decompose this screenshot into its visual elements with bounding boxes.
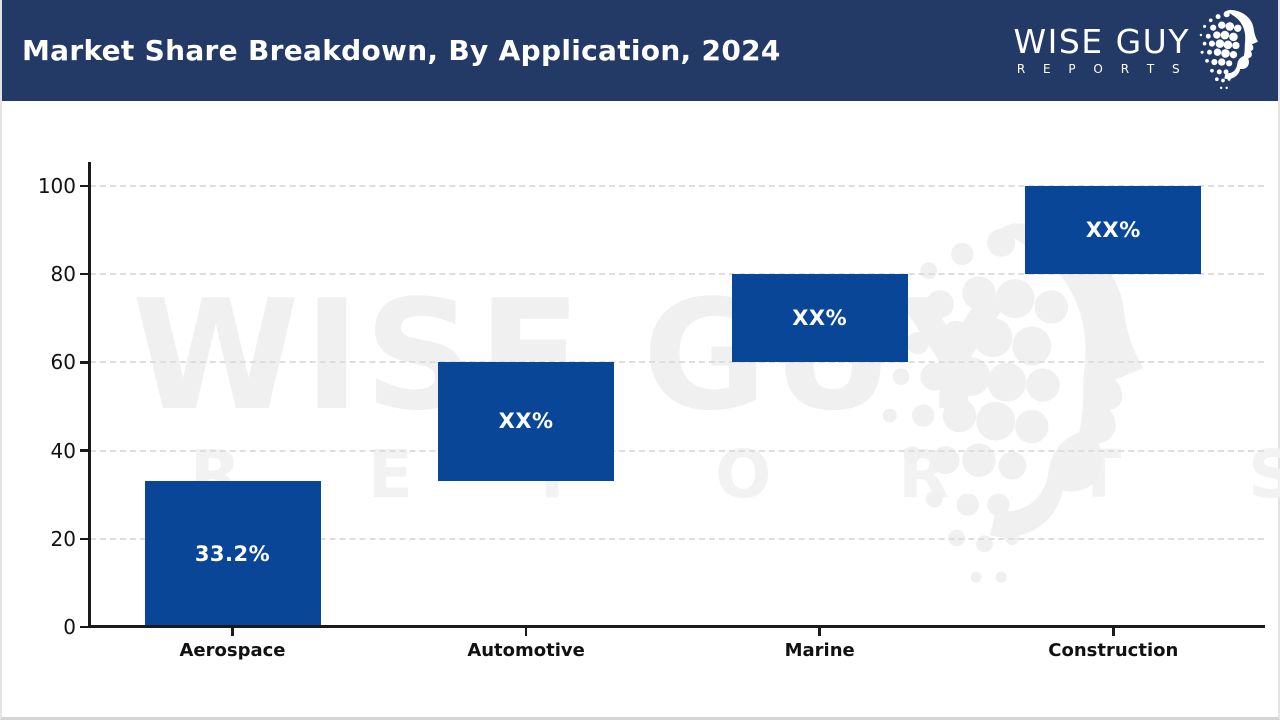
y-tick-label: 40	[50, 438, 76, 463]
x-tick-mark	[818, 627, 821, 636]
x-axis-label-construction: Construction	[1048, 640, 1179, 661]
gridline-100	[90, 185, 1264, 187]
bar-value-label: XX%	[792, 306, 848, 331]
y-tick-mark	[80, 184, 89, 188]
x-tick-mark	[524, 627, 528, 636]
y-axis-line	[88, 162, 91, 627]
logo-head-icon	[1199, 9, 1259, 89]
bar-automotive: XX%	[438, 362, 615, 481]
y-tick-label: 100	[37, 174, 76, 198]
y-tick-label: 80	[50, 262, 76, 287]
logo-subtitle: R E P O R T S	[1016, 62, 1187, 76]
x-axis-label-marine: Marine	[784, 640, 855, 661]
wiseguy-logo: WISE GUY R E P O R T S	[1013, 8, 1260, 94]
page-title: Market Share Breakdown, By Application, …	[22, 34, 781, 67]
watermark-head-icon	[878, 223, 1144, 583]
x-axis-label-aerospace: Aerospace	[179, 640, 286, 661]
bar-marine: XX%	[731, 274, 908, 363]
gridline-60	[90, 361, 1264, 364]
logo-text: WISE GUY R E P O R T S	[1013, 25, 1190, 76]
y-tick-mark	[80, 625, 89, 629]
y-tick-label: 20	[50, 526, 76, 551]
bar-aerospace: 33.2%	[144, 480, 321, 627]
x-tick-mark	[1112, 627, 1115, 636]
bar-construction: XX%	[1025, 186, 1202, 275]
y-tick-mark	[80, 449, 89, 452]
x-axis-line	[88, 625, 1265, 628]
gridline-20	[90, 537, 1264, 540]
y-tick-mark	[80, 272, 89, 276]
bar-value-label: XX%	[498, 409, 554, 434]
y-tick-label: 0	[63, 615, 76, 639]
y-tick-mark	[80, 537, 89, 541]
logo-wordmark: WISE GUY	[1013, 22, 1190, 61]
y-tick-label: 60	[50, 350, 76, 375]
header: Market Share Breakdown, By Application, …	[2, 0, 1278, 101]
gridline-40	[90, 449, 1264, 452]
gridline-80	[90, 273, 1264, 276]
bar-value-label: 33.2%	[194, 541, 271, 566]
x-axis-label-automotive: Automotive	[467, 640, 585, 661]
x-tick-mark	[231, 627, 234, 636]
y-tick-mark	[80, 361, 89, 364]
bar-value-label: XX%	[1085, 218, 1141, 243]
